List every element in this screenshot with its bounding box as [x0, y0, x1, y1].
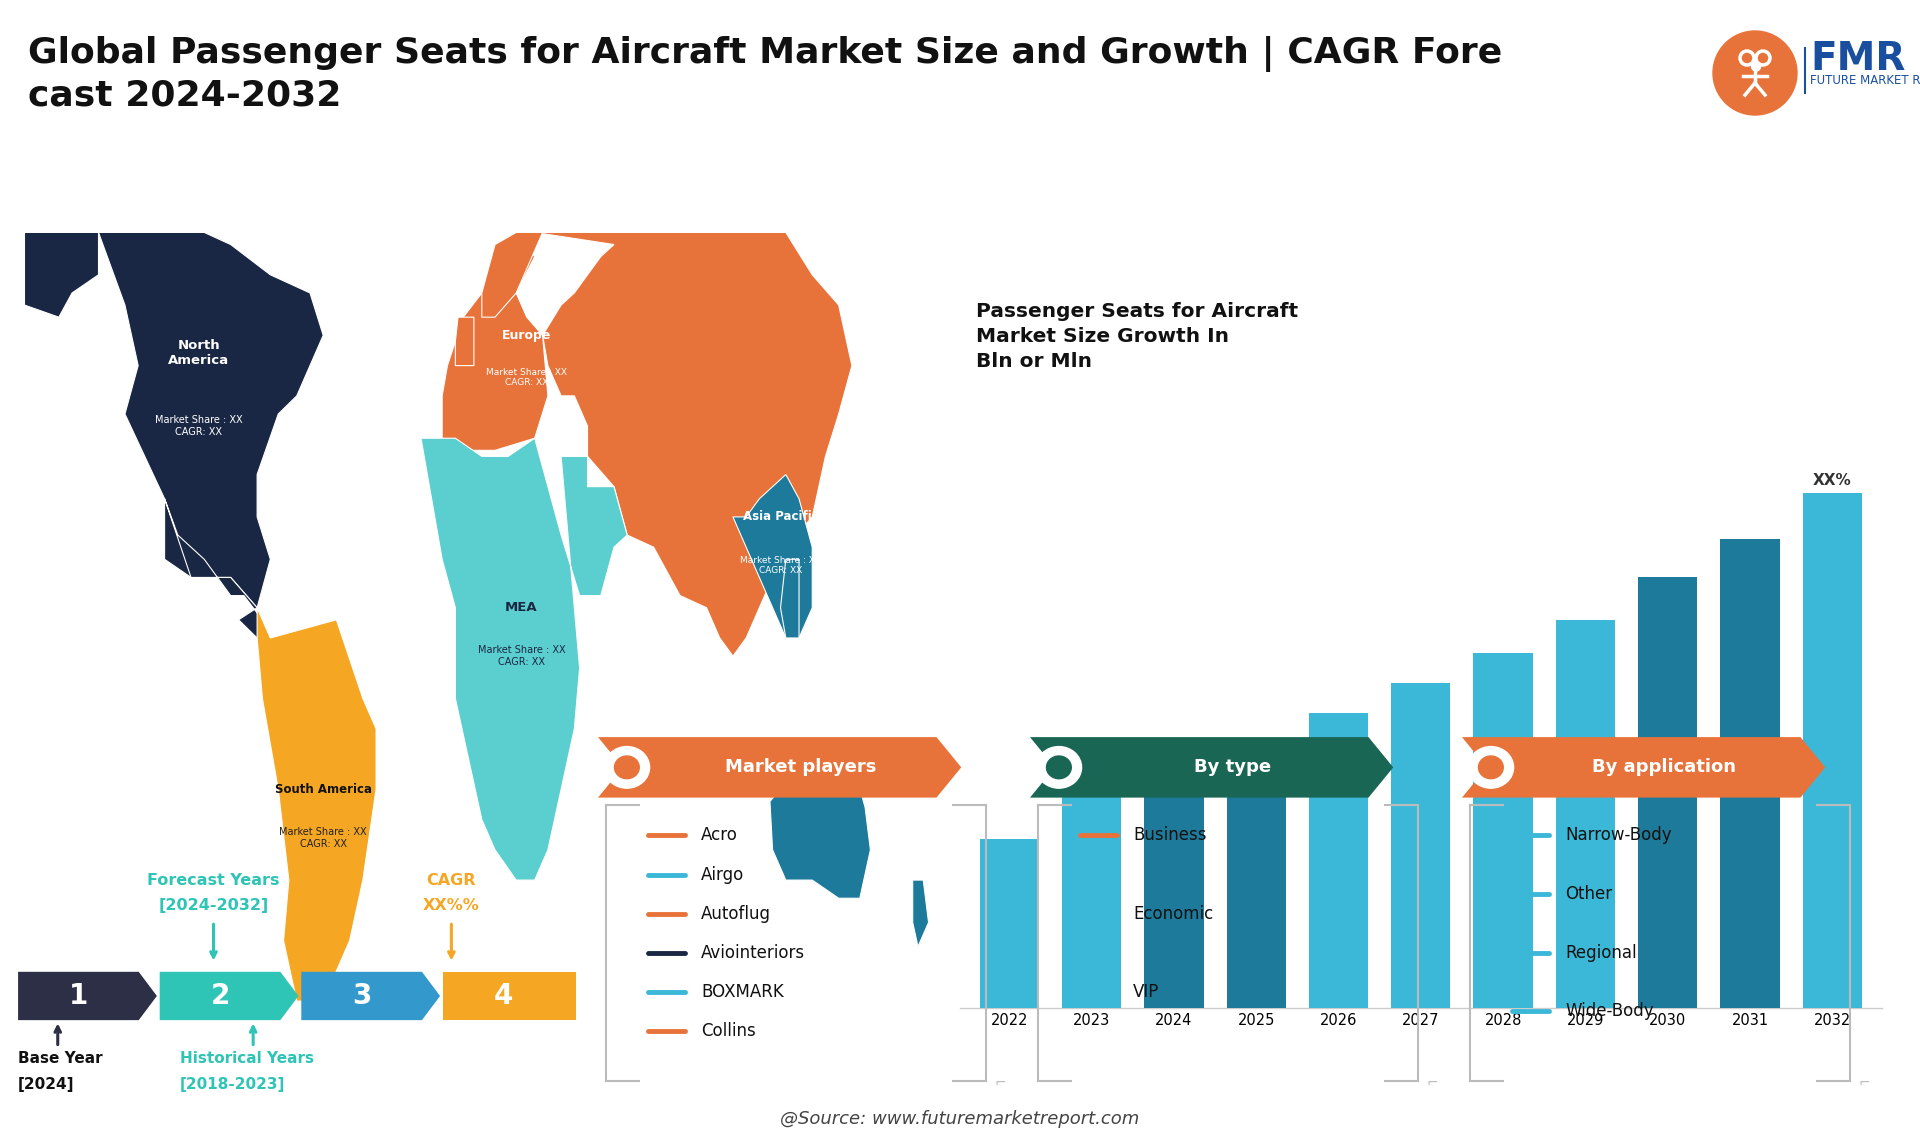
Polygon shape	[770, 740, 870, 898]
Text: VIP: VIP	[1133, 983, 1160, 1000]
Bar	[1309, 713, 1369, 1008]
Text: By type: By type	[1194, 759, 1271, 776]
Circle shape	[614, 756, 639, 779]
Circle shape	[605, 746, 649, 788]
Text: Passenger Seats for Aircraft
Market Size Growth In
Bln or Mln: Passenger Seats for Aircraft Market Size…	[977, 301, 1298, 371]
Polygon shape	[257, 607, 376, 1002]
Text: XX%: XX%	[1154, 747, 1194, 762]
Text: MEA: MEA	[505, 602, 538, 614]
Text: [2018-2023]: [2018-2023]	[180, 1077, 284, 1092]
Polygon shape	[420, 438, 628, 880]
Text: Market Share : XX
CAGR: XX: Market Share : XX CAGR: XX	[280, 827, 367, 848]
Text: Economic: Economic	[1133, 904, 1213, 923]
Text: Europe: Europe	[501, 329, 551, 342]
Bar	[1555, 620, 1615, 1008]
Text: ●: ●	[1749, 58, 1761, 72]
Text: 4: 4	[493, 982, 513, 1010]
Text: Aviointeriors: Aviointeriors	[701, 943, 804, 961]
Text: Wide-Body: Wide-Body	[1565, 1003, 1653, 1020]
Polygon shape	[444, 972, 582, 1020]
Text: BOXMARK: BOXMARK	[701, 983, 783, 1000]
Text: Asia Pacific: Asia Pacific	[743, 510, 818, 524]
Text: Global Passenger Seats for Aircraft Market Size and Growth | CAGR Fore: Global Passenger Seats for Aircraft Mark…	[29, 36, 1501, 72]
Polygon shape	[781, 559, 799, 638]
Circle shape	[1037, 746, 1081, 788]
Text: Regional: Regional	[1565, 943, 1638, 961]
Circle shape	[1469, 746, 1513, 788]
Polygon shape	[482, 233, 543, 317]
Text: Other: Other	[1565, 885, 1613, 903]
Text: FMR: FMR	[1811, 40, 1905, 78]
Bar	[1144, 768, 1204, 1008]
Bar	[1803, 493, 1862, 1008]
Text: @Source: www.futuremarketreport.com: @Source: www.futuremarketreport.com	[780, 1110, 1140, 1128]
Polygon shape	[597, 737, 962, 798]
Text: FUTURE MARKET REPORT: FUTURE MARKET REPORT	[1811, 74, 1920, 87]
Polygon shape	[25, 233, 323, 607]
Circle shape	[1713, 31, 1797, 115]
Polygon shape	[165, 499, 263, 638]
Text: Market Share : XX
CAGR: XX: Market Share : XX CAGR: XX	[156, 415, 242, 437]
Circle shape	[1478, 756, 1503, 779]
Polygon shape	[1461, 737, 1826, 798]
Bar	[1392, 683, 1450, 1008]
Text: ⌐: ⌐	[1427, 1075, 1438, 1089]
Text: North
America: North America	[169, 339, 230, 368]
Text: Collins: Collins	[701, 1022, 756, 1039]
Text: Forecast Years: Forecast Years	[148, 873, 280, 888]
Bar	[1473, 653, 1532, 1008]
Text: XX%%: XX%%	[422, 898, 480, 913]
Circle shape	[1046, 756, 1071, 779]
Text: Airgo: Airgo	[701, 865, 745, 884]
Bar	[1227, 743, 1286, 1008]
Text: 3: 3	[351, 982, 371, 1010]
Text: Market Share : XX
CAGR: XX: Market Share : XX CAGR: XX	[478, 645, 564, 667]
Text: Narrow-Body: Narrow-Body	[1565, 826, 1672, 845]
Bar	[1720, 540, 1780, 1008]
Text: Market Share : XX
CAGR: XX: Market Share : XX CAGR: XX	[739, 556, 822, 575]
Polygon shape	[534, 233, 852, 657]
Text: 1: 1	[69, 982, 88, 1010]
Text: 2: 2	[211, 982, 230, 1010]
Text: Business: Business	[1133, 826, 1206, 845]
Text: Acro: Acro	[701, 826, 737, 845]
Bar	[1062, 798, 1121, 1008]
Bar	[979, 839, 1039, 1008]
Text: Historical Years: Historical Years	[180, 1051, 313, 1066]
Bar	[1638, 578, 1697, 1008]
Text: ⌐: ⌐	[995, 1075, 1006, 1089]
Polygon shape	[455, 317, 474, 366]
Text: South America: South America	[275, 783, 372, 795]
Text: XX%: XX%	[1812, 472, 1851, 488]
Text: Market Share : XX
CAGR: XX: Market Share : XX CAGR: XX	[486, 368, 566, 387]
Polygon shape	[159, 972, 298, 1020]
Text: Base Year: Base Year	[17, 1051, 104, 1066]
Text: CAGR: CAGR	[426, 873, 476, 888]
Polygon shape	[301, 972, 440, 1020]
Text: [2024-2032]: [2024-2032]	[157, 898, 269, 913]
Polygon shape	[1029, 737, 1394, 798]
Polygon shape	[442, 233, 547, 450]
Polygon shape	[25, 233, 98, 317]
Text: cast 2024-2032: cast 2024-2032	[29, 78, 342, 112]
Text: ⌐: ⌐	[1859, 1075, 1870, 1089]
Text: [2024]: [2024]	[17, 1077, 75, 1092]
Polygon shape	[912, 880, 929, 947]
Text: By application: By application	[1592, 759, 1736, 776]
Text: Market players: Market players	[724, 759, 876, 776]
Text: Autoflug: Autoflug	[701, 904, 772, 923]
Polygon shape	[17, 972, 157, 1020]
Polygon shape	[733, 474, 812, 638]
